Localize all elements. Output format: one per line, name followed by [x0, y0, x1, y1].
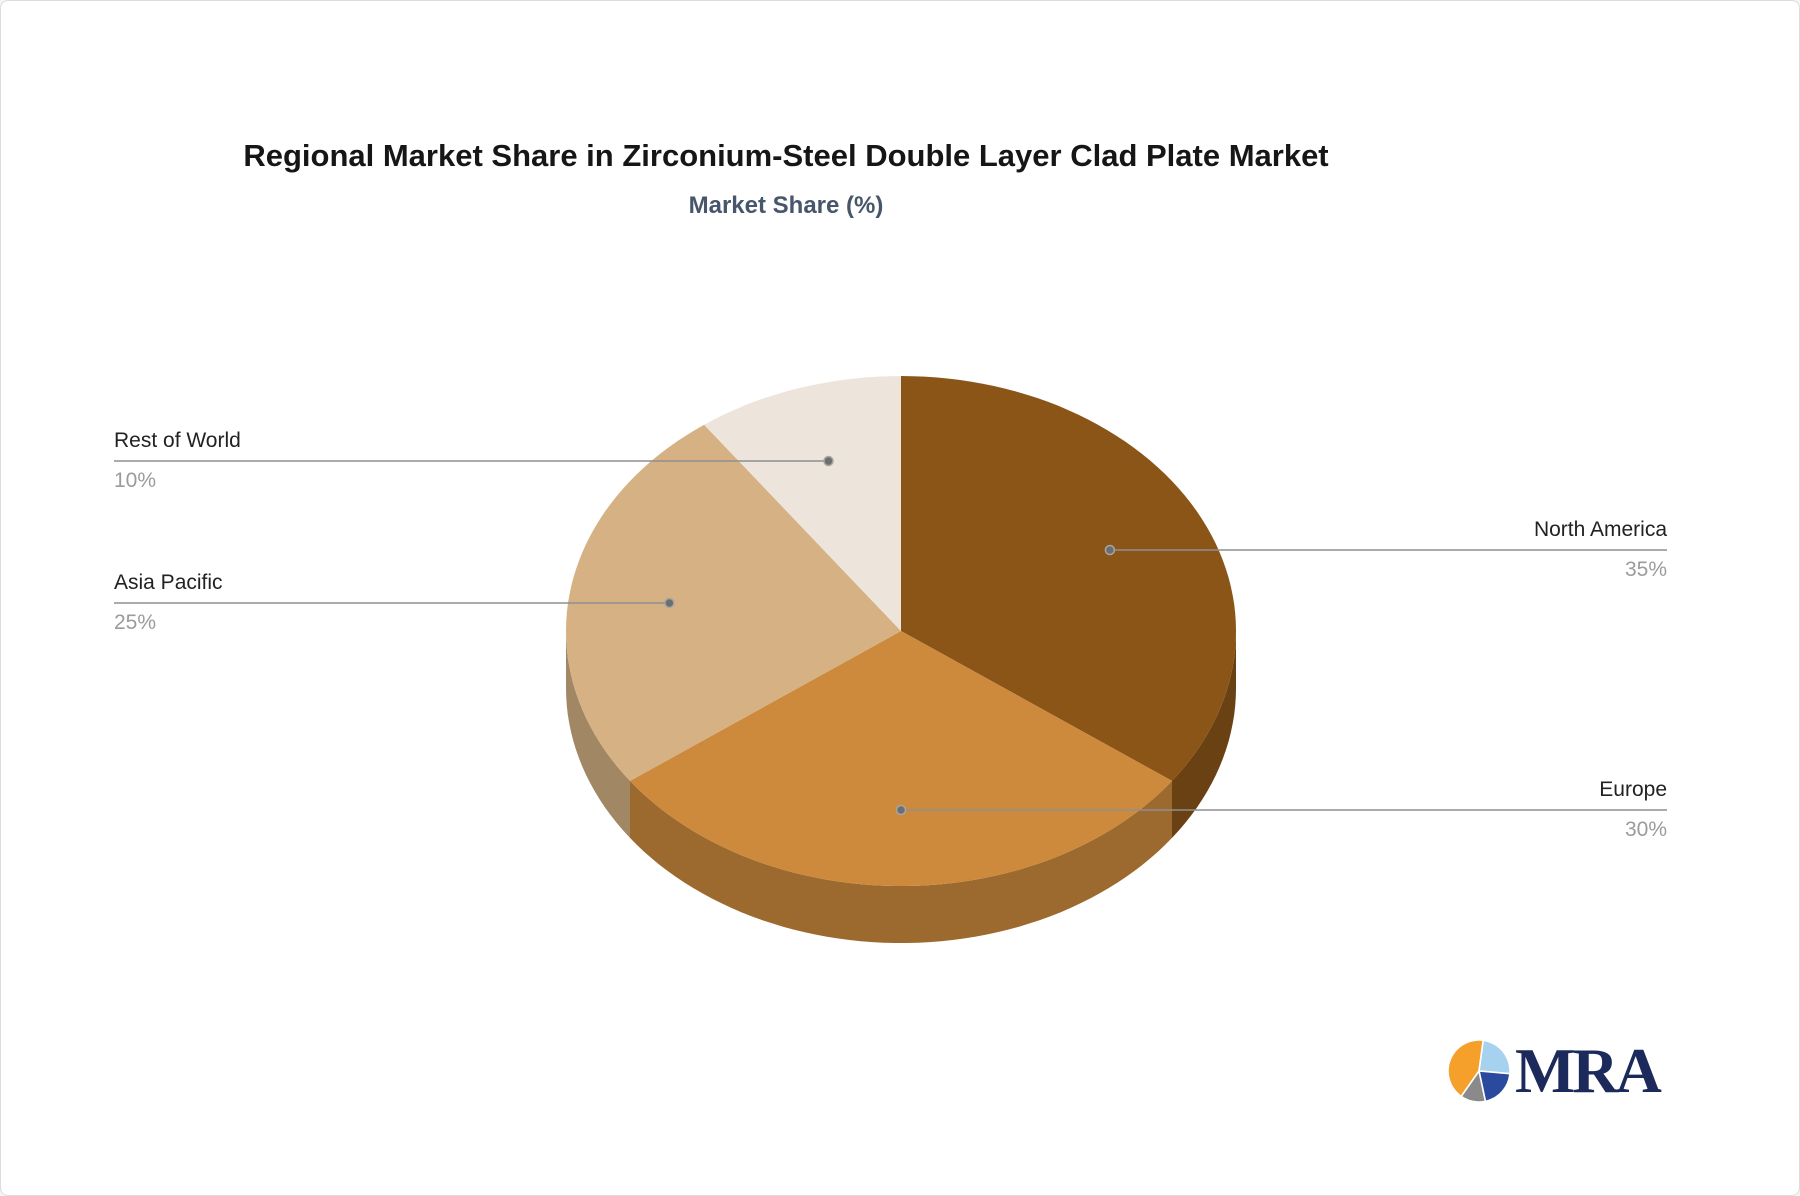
pie-slice-side-europe	[630, 780, 1172, 943]
mra-logo-pie-icon	[1447, 1039, 1511, 1103]
pie-slice-asia-pacific	[566, 424, 901, 781]
logo-wedge-gray	[1460, 1069, 1487, 1103]
logo-wedge-light-blue	[1478, 1039, 1511, 1075]
slice-label-percent: 25%	[114, 611, 157, 634]
leader-dot-north-america	[1104, 544, 1116, 556]
slice-label-percent: 30%	[1624, 818, 1667, 841]
label-asia-pacific: Asia Pacific 25%	[114, 569, 223, 636]
slice-label-percent: 35%	[1624, 558, 1667, 581]
pie-slice-europe	[630, 631, 1172, 886]
pie-slice-side-north-america	[1172, 631, 1236, 838]
logo-wedge-orange	[1447, 1039, 1485, 1098]
leader-dot-asia-pacific	[664, 597, 675, 609]
pie-slice-side-asia-pacific	[566, 631, 630, 838]
chart-title: Regional Market Share in Zirconium-Steel…	[243, 138, 1329, 173]
slice-label-name: North America	[1533, 518, 1667, 541]
label-europe: Europe 30%	[1599, 776, 1667, 843]
label-rest-of-world: Rest of World 10%	[114, 427, 241, 494]
slice-label-name: Asia Pacific	[114, 571, 223, 594]
slice-label-name: Europe	[1599, 778, 1667, 801]
pie-slice-rest-of-world	[704, 376, 901, 631]
leader-dot-europe	[895, 804, 907, 816]
leader-dot-rest-of-world	[823, 455, 834, 467]
mra-logo: MRA	[1445, 1035, 1662, 1106]
slice-label-name: Rest of World	[114, 429, 241, 452]
pie-slice-north-america	[901, 376, 1236, 781]
slice-label-percent: 10%	[114, 469, 157, 492]
mra-logo-text: MRA	[1515, 1035, 1662, 1106]
chart-header: Regional Market Share in Zirconium-Steel…	[1, 139, 1571, 220]
logo-wedge-navy	[1477, 1070, 1511, 1103]
chart-subtitle: Market Share (%)	[688, 192, 884, 219]
label-north-america: North America 35%	[1534, 516, 1667, 583]
